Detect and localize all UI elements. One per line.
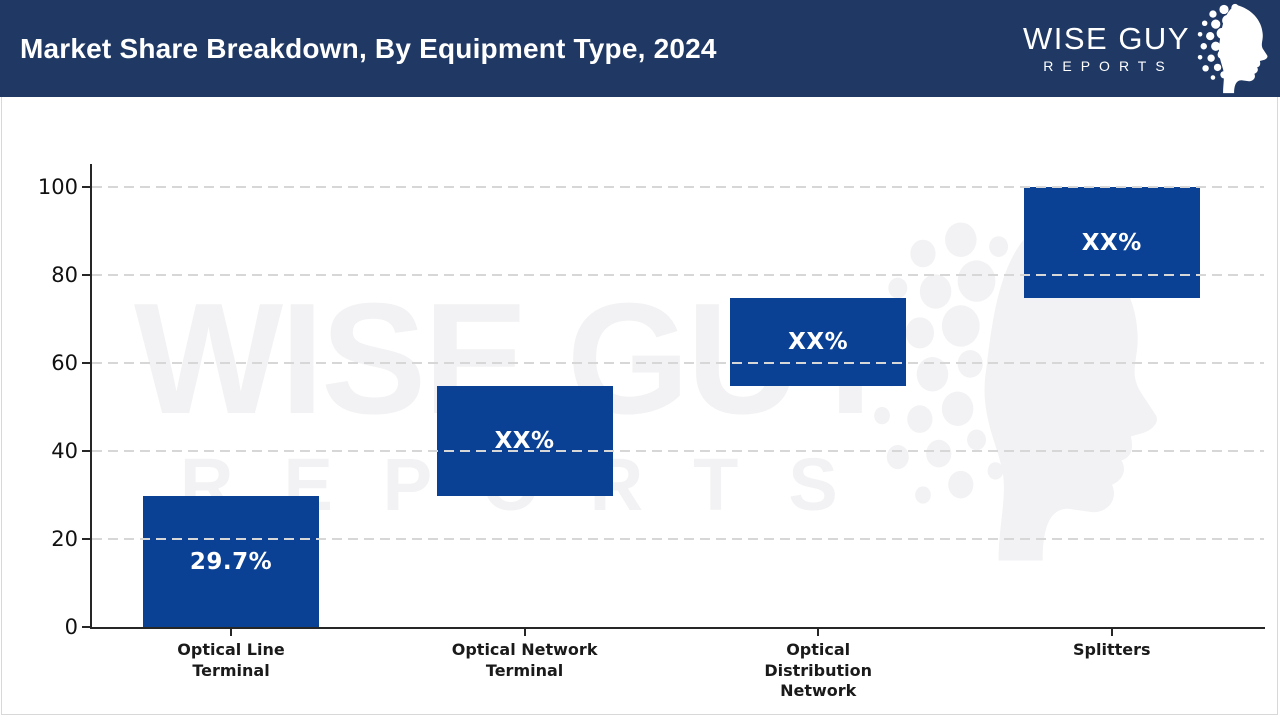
bar-value-label: 29.7% bbox=[189, 548, 273, 575]
y-tick-label: 80 bbox=[51, 263, 78, 287]
page-title: Market Share Breakdown, By Equipment Typ… bbox=[20, 32, 717, 64]
category-label: Optical Line Terminal bbox=[177, 640, 285, 680]
brand-logo: WISE GUY REPORTS bbox=[1023, 0, 1272, 97]
y-tick-label: 0 bbox=[64, 615, 78, 639]
brand-subname: REPORTS bbox=[1043, 58, 1174, 74]
y-tick-label: 20 bbox=[51, 527, 78, 551]
brand-logo-text: WISE GUY REPORTS bbox=[1022, 21, 1190, 75]
plot-area: 0 20 40 60 80 100 29.7% Optical Line Terminal XX… bbox=[2, 97, 1277, 714]
category-label: Optical Distribution Network bbox=[764, 640, 873, 700]
y-tick-label: 40 bbox=[51, 439, 78, 463]
gridline-60 bbox=[92, 362, 1264, 364]
y-tick-label: 100 bbox=[37, 175, 78, 199]
category-label: Splitters bbox=[1073, 640, 1151, 659]
y-tick-label: 60 bbox=[51, 351, 78, 375]
y-axis-line bbox=[90, 164, 92, 629]
wise-guy-face-icon bbox=[1176, 3, 1272, 95]
y-tick-100 bbox=[82, 186, 90, 188]
y-tick-60 bbox=[82, 362, 90, 364]
y-tick-80 bbox=[82, 274, 90, 276]
x-tick-4 bbox=[1110, 629, 1113, 636]
bar-segment-2: XX% bbox=[436, 386, 613, 497]
chart-panel: WISE GUY REPORTS 02040608010029.7%Optica… bbox=[1, 97, 1278, 715]
category-label: Optical Network Terminal bbox=[451, 640, 598, 680]
x-tick-1 bbox=[230, 629, 232, 636]
bar-segment-1: 29.7% bbox=[143, 496, 319, 627]
gridline-80 bbox=[92, 274, 1264, 276]
x-axis-line bbox=[90, 627, 1265, 629]
header-band: Market Share Breakdown, By Equipment Typ… bbox=[0, 0, 1280, 97]
y-tick-40 bbox=[82, 450, 90, 452]
brand-name: WISE GUY bbox=[1022, 21, 1190, 56]
watermark-face-icon bbox=[860, 219, 1175, 568]
bar-segment-4: XX% bbox=[1023, 187, 1200, 299]
bar-value-label: XX% bbox=[788, 329, 849, 356]
y-tick-0 bbox=[82, 626, 90, 628]
x-tick-2 bbox=[523, 629, 526, 636]
x-tick-3 bbox=[817, 629, 820, 636]
gridline-20 bbox=[92, 538, 1264, 540]
gridline-40 bbox=[92, 450, 1264, 452]
bar-value-label: XX% bbox=[1081, 229, 1142, 256]
bar-segment-3: XX% bbox=[730, 298, 907, 387]
bar-value-label: XX% bbox=[494, 428, 555, 455]
gridline-100 bbox=[92, 186, 1264, 188]
y-tick-20 bbox=[82, 538, 90, 540]
